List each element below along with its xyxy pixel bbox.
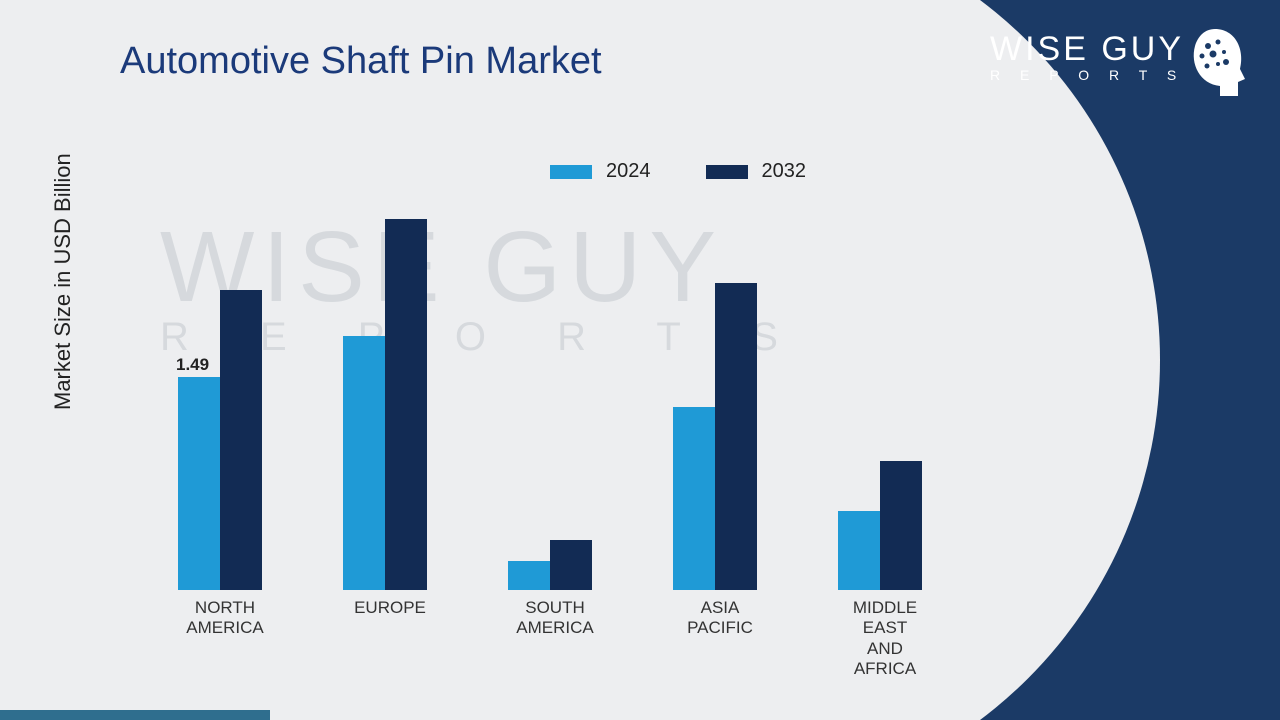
bar-2032: [220, 290, 262, 590]
bar-2024: [838, 511, 880, 590]
bar-2024: [343, 336, 385, 590]
category-label: MIDDLEEASTANDAFRICA: [815, 598, 955, 680]
category-label: EUROPE: [320, 598, 460, 618]
bar-2024: [508, 561, 550, 590]
category-label: NORTHAMERICA: [155, 598, 295, 639]
bar-2032: [385, 219, 427, 590]
legend-swatch-2032: [706, 165, 748, 179]
bar-2032: [880, 461, 922, 590]
bar-2024: [178, 377, 220, 590]
plot-area: NORTHAMERICA1.49EUROPESOUTHAMERICAASIAPA…: [130, 190, 950, 590]
chart-area: Market Size in USD Billion 2024 2032 NOR…: [70, 160, 950, 680]
chart-title: Automotive Shaft Pin Market: [120, 40, 602, 83]
legend-label-2024: 2024: [606, 160, 651, 183]
bar-2024: [673, 407, 715, 590]
brand-logo: WISE GUY R E P O R T S: [990, 30, 1250, 83]
value-label: 1.49: [176, 355, 209, 375]
legend-item-2024: 2024: [550, 160, 651, 183]
legend-swatch-2024: [550, 165, 592, 179]
category-label: SOUTHAMERICA: [485, 598, 625, 639]
y-axis-label: Market Size in USD Billion: [50, 153, 76, 410]
bar-2032: [550, 540, 592, 590]
legend-label-2032: 2032: [762, 160, 807, 183]
bar-2032: [715, 283, 757, 590]
page: Automotive Shaft Pin Market WISE GUY R E…: [0, 0, 1280, 720]
category-label: ASIAPACIFIC: [650, 598, 790, 639]
brand-head-icon: [1180, 24, 1250, 104]
legend: 2024 2032: [550, 160, 806, 183]
bottom-accent-bar: [0, 710, 270, 720]
legend-item-2032: 2032: [706, 160, 807, 183]
